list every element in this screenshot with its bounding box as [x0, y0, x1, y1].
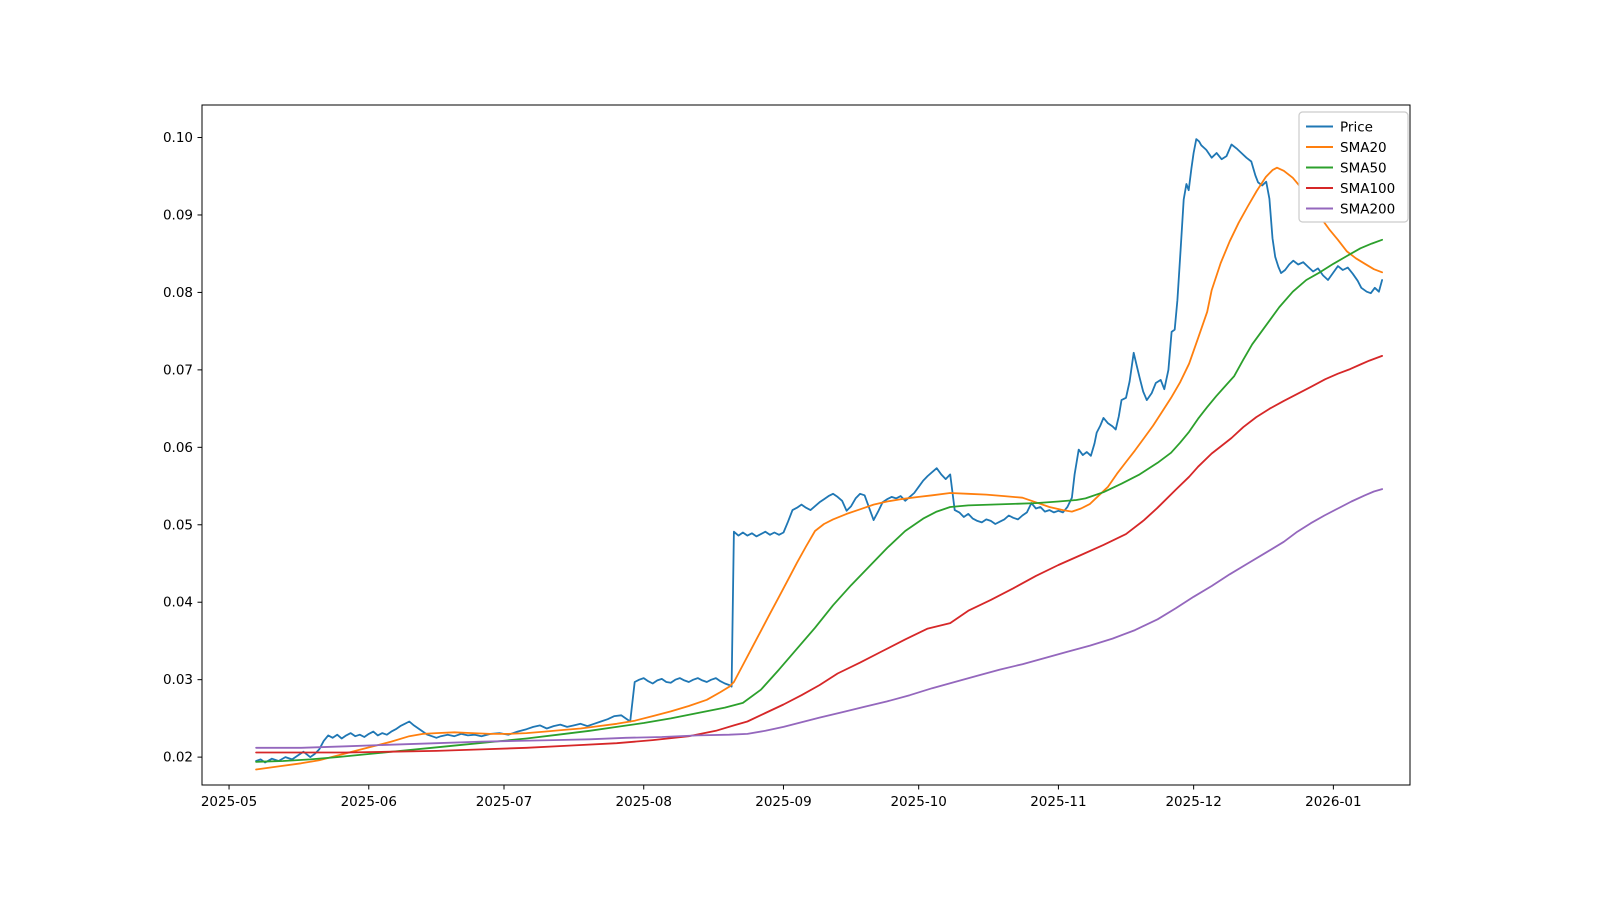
x-tick-label: 2025-10	[890, 794, 946, 810]
sma50-line	[255, 238, 1383, 763]
y-tick-label: 0.09	[163, 207, 193, 223]
y-tick-label: 0.10	[163, 130, 193, 146]
price-line	[255, 138, 1383, 764]
sma20-line	[255, 166, 1383, 771]
y-tick-label: 0.03	[163, 672, 193, 688]
y-tick-label: 0.08	[163, 285, 193, 301]
legend-sma200-label: SMA200	[1340, 201, 1395, 217]
x-tick-label: 2025-11	[1030, 794, 1086, 810]
x-tick-label: 2025-05	[201, 794, 257, 810]
y-tick-label: 0.07	[163, 362, 193, 378]
x-tick-label: 2025-06	[341, 794, 397, 810]
legend-price-label: Price	[1340, 119, 1373, 135]
legend-box	[1298, 111, 1409, 223]
y-tick-label: 0.02	[163, 750, 193, 766]
sma100-line	[255, 354, 1383, 754]
x-tick-label: 2025-12	[1165, 794, 1221, 810]
legend-sma20-label: SMA20	[1340, 140, 1387, 156]
x-tick-label: 2025-08	[616, 794, 672, 810]
x-tick-label: 2025-07	[476, 794, 532, 810]
x-tick-label: 2025-09	[755, 794, 811, 810]
legend-sma100-label: SMA100	[1340, 181, 1395, 197]
y-tick-label: 0.05	[163, 517, 193, 533]
axes-frame	[201, 104, 1411, 786]
legend-sma50-label: SMA50	[1340, 160, 1387, 176]
y-tick-label: 0.04	[163, 595, 193, 611]
sma200-line	[255, 488, 1383, 749]
x-tick-label: 2026-01	[1305, 794, 1361, 810]
y-tick-label: 0.06	[163, 440, 193, 456]
